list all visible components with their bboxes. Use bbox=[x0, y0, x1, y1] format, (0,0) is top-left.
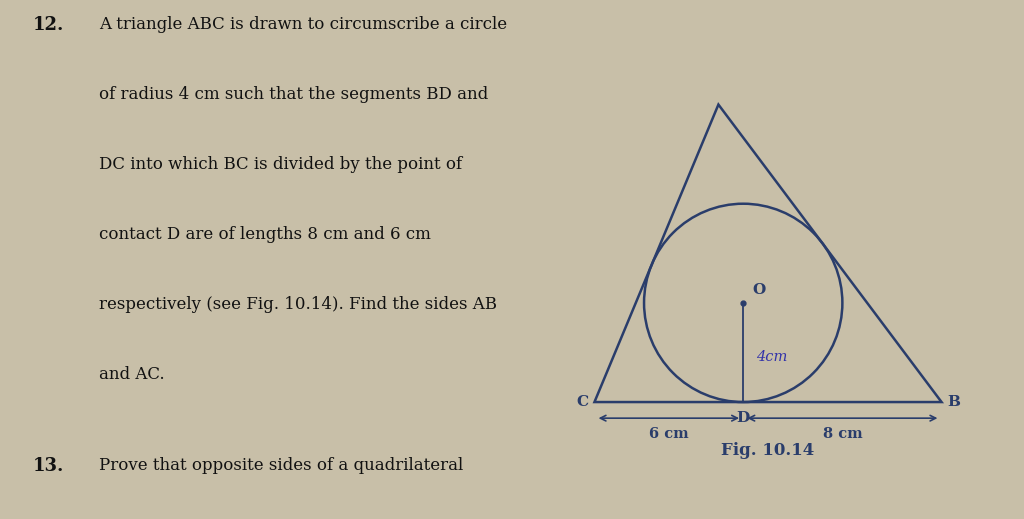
Text: of radius 4 cm such that the segments BD and: of radius 4 cm such that the segments BD… bbox=[98, 86, 488, 103]
Text: 4cm: 4cm bbox=[756, 350, 787, 364]
Text: respectively (see Fig. 10.14). Find the sides AB: respectively (see Fig. 10.14). Find the … bbox=[98, 296, 497, 313]
Text: Prove that opposite sides of a quadrilateral: Prove that opposite sides of a quadrilat… bbox=[98, 457, 463, 474]
Text: D: D bbox=[736, 411, 750, 425]
Text: C: C bbox=[577, 395, 588, 409]
Text: 6 cm: 6 cm bbox=[649, 427, 689, 441]
Text: 8 cm: 8 cm bbox=[822, 427, 862, 441]
Text: O: O bbox=[752, 283, 765, 297]
Text: Fig. 10.14: Fig. 10.14 bbox=[721, 442, 815, 459]
Text: 12.: 12. bbox=[33, 16, 63, 34]
Text: 13.: 13. bbox=[33, 457, 63, 475]
Text: contact D are of lengths 8 cm and 6 cm: contact D are of lengths 8 cm and 6 cm bbox=[98, 226, 430, 243]
Text: and AC.: and AC. bbox=[98, 366, 164, 383]
Text: A triangle ABC is drawn to circumscribe a circle: A triangle ABC is drawn to circumscribe … bbox=[98, 16, 507, 33]
Text: B: B bbox=[948, 395, 961, 409]
Text: DC into which BC is divided by the point of: DC into which BC is divided by the point… bbox=[98, 156, 462, 173]
